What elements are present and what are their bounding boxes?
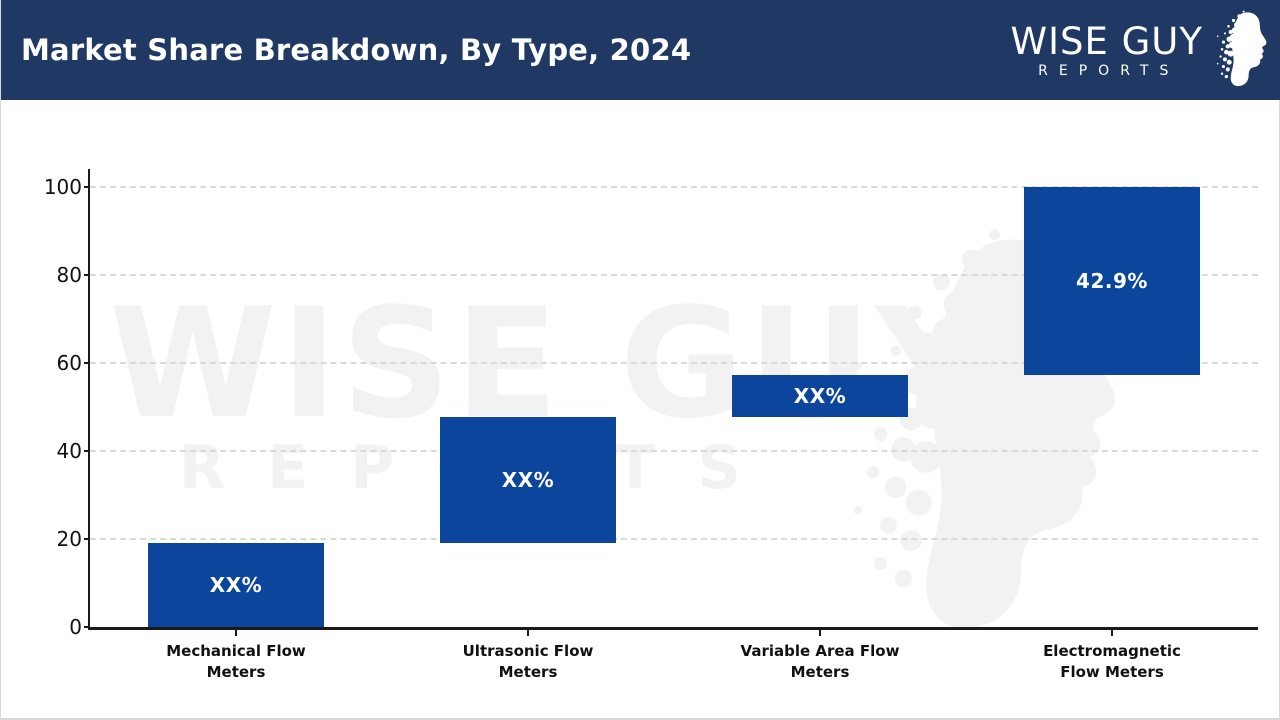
y-axis-tick — [84, 362, 90, 364]
gridline — [90, 450, 1258, 452]
category-label: Ultrasonic Flow Meters — [462, 642, 594, 681]
gridline — [90, 274, 1258, 276]
y-axis-tick — [84, 274, 90, 276]
bar-segment-3: XX% — [732, 374, 908, 418]
bar-segment-1: XX% — [148, 542, 324, 627]
x-axis-tick — [235, 630, 237, 636]
report-header: Market Share Breakdown, By Type, 2024 WI… — [1, 0, 1280, 100]
chart-title: Market Share Breakdown, By Type, 2024 — [21, 33, 692, 67]
y-axis-tick-label: 80 — [56, 263, 82, 287]
gridline — [90, 362, 1258, 364]
wise-guy-reports-logo: WISE GUY REPORTS — [1011, 6, 1271, 94]
y-axis-line — [88, 169, 90, 630]
gridline — [90, 186, 1258, 188]
x-axis-tick — [819, 630, 821, 636]
y-axis-tick-label: 0 — [69, 615, 82, 639]
x-axis-tick — [1111, 630, 1113, 636]
category-label: Variable Area Flow Meters — [740, 642, 900, 681]
bar-segment-4: 42.9% — [1024, 187, 1200, 375]
y-axis-tick-label: 60 — [56, 351, 82, 375]
bar-value-label: XX% — [501, 468, 555, 493]
y-axis-tick-label: 20 — [56, 527, 82, 551]
y-axis-tick — [84, 538, 90, 540]
y-axis-tick — [84, 626, 90, 628]
y-axis-tick-label: 100 — [43, 175, 82, 199]
logo-sub-wordmark: REPORTS — [1038, 62, 1180, 79]
y-axis-tick — [84, 450, 90, 452]
y-axis-tick-label: 40 — [56, 439, 82, 463]
x-axis-line — [88, 627, 1258, 630]
bar-value-label: XX% — [209, 572, 263, 597]
category-label: Electromagnetic Flow Meters — [1043, 642, 1181, 681]
dotted-face-logo-icon — [1216, 10, 1267, 87]
bar-segment-2: XX% — [440, 417, 616, 543]
bar-value-label: XX% — [793, 383, 847, 408]
gridline — [90, 538, 1258, 540]
category-label: Mechanical Flow Meters — [166, 642, 306, 681]
y-axis-tick — [84, 186, 90, 188]
x-axis-tick — [527, 630, 529, 636]
bar-value-label: 42.9% — [1076, 268, 1148, 293]
logo-wordmark: WISE GUY — [1010, 19, 1203, 63]
